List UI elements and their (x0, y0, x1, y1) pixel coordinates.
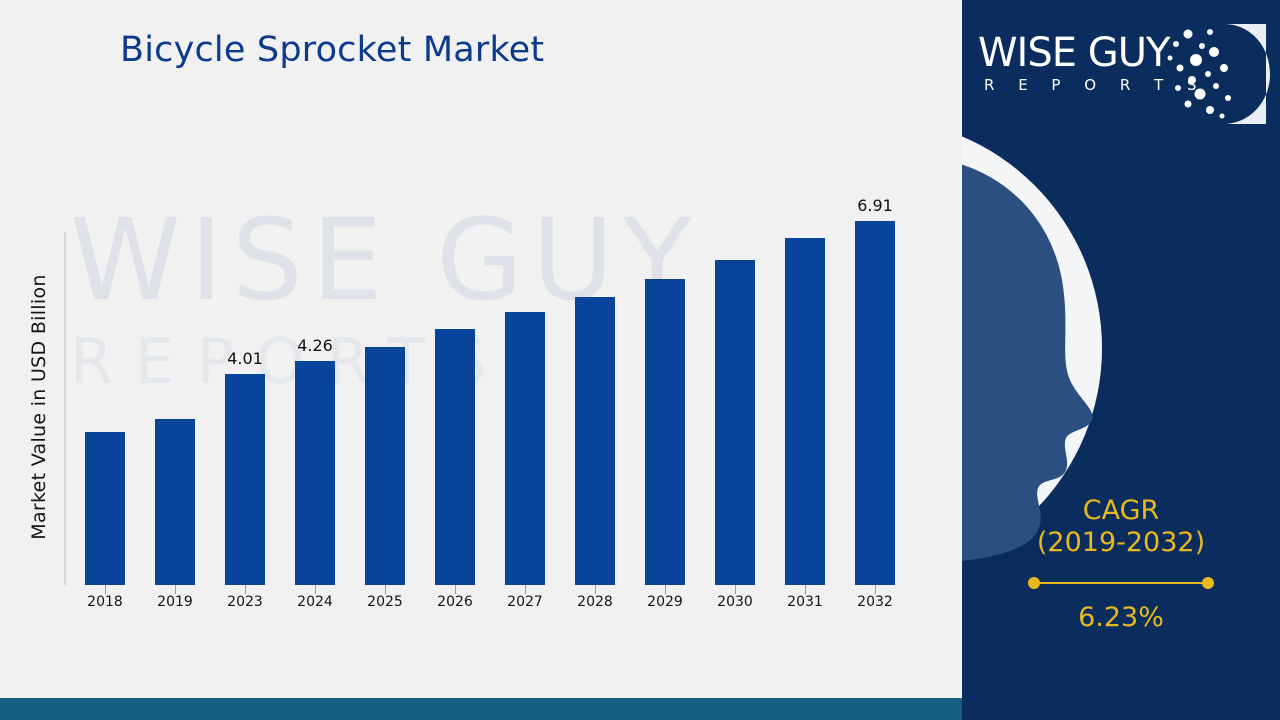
x-axis-tick-label: 2027 (507, 594, 543, 610)
bar-value-label: 4.01 (227, 349, 263, 368)
y-axis-spine (64, 232, 66, 585)
side-panel: WISE GUY R E P O R T S CAGR (962, 0, 1280, 720)
bar-column (645, 185, 685, 585)
x-axis-tick-label: 2018 (87, 594, 123, 610)
cagr-block: CAGR (2019-2032) 6.23% (962, 495, 1280, 633)
bar (575, 297, 615, 585)
bar (85, 432, 125, 585)
logo-subtitle-text: R E P O R T S (984, 76, 1206, 94)
x-axis-tick (435, 585, 475, 597)
bottom-accent-strip (0, 698, 962, 720)
page-title: Bicycle Sprocket Market (120, 30, 545, 70)
bar (785, 238, 825, 585)
bar-column (575, 185, 615, 585)
x-axis-tick-label: 2025 (367, 594, 403, 610)
cagr-divider-dot-right (1202, 576, 1214, 589)
bar-column (365, 185, 405, 585)
x-axis-tick (575, 585, 615, 597)
bar-column (155, 185, 195, 585)
x-axis-tick (785, 585, 825, 597)
bar (505, 312, 545, 585)
brand-logo: WISE GUY R E P O R T S (970, 24, 1270, 124)
x-axis-tick (715, 585, 755, 597)
x-axis-tick-label: 2031 (787, 594, 823, 610)
cagr-divider-line (1034, 581, 1208, 584)
x-axis-tick (645, 585, 685, 597)
x-axis-tick-label: 2019 (157, 594, 193, 610)
x-axis-ticks (85, 585, 895, 597)
bar-value-label: 6.91 (857, 196, 893, 215)
cagr-divider (1028, 576, 1214, 590)
bar-column (785, 185, 825, 585)
x-axis-tick (365, 585, 405, 597)
y-axis-label: Market Value in USD Billion (28, 274, 50, 540)
bar (645, 279, 685, 585)
x-axis-tick-label: 2030 (717, 594, 753, 610)
x-axis-labels: 2018 2019 2023 2024 2025 2026 2027 2028 2029 2030… (85, 594, 895, 610)
bar (715, 260, 755, 585)
plot-region: 4.01 4.26 6.91 (85, 185, 895, 585)
x-axis-tick (855, 585, 895, 597)
bar (855, 221, 895, 585)
bar-column: 4.01 (225, 185, 265, 585)
bar (155, 419, 195, 585)
bar (295, 361, 335, 585)
bar-column (505, 185, 545, 585)
x-axis-tick-label: 2029 (647, 594, 683, 610)
bar (365, 347, 405, 585)
x-axis-tick-label: 2024 (297, 594, 333, 610)
bar (225, 374, 265, 585)
x-axis-tick-label: 2023 (227, 594, 263, 610)
x-axis-tick (505, 585, 545, 597)
bar-column (85, 185, 125, 585)
chart-area: Market Value in USD Billion 4.01 4.26 6.91… (28, 185, 895, 610)
x-axis-tick-label: 2026 (437, 594, 473, 610)
cagr-label: CAGR (1082, 495, 1160, 526)
logo-brand-text: WISE GUY (978, 30, 1170, 76)
cagr-range: (2019-2032) (1036, 526, 1206, 558)
bar-column (715, 185, 755, 585)
x-axis-tick (155, 585, 195, 597)
x-axis-tick (295, 585, 335, 597)
bar-series: 4.01 4.26 6.91 (85, 185, 895, 585)
x-axis-tick-label: 2032 (857, 594, 893, 610)
bar (435, 329, 475, 585)
x-axis-tick (225, 585, 265, 597)
x-axis-tick (85, 585, 125, 597)
cagr-value: 6.23% (1078, 601, 1164, 633)
bar-column: 4.26 (295, 185, 335, 585)
face-profile-silhouette-icon (962, 164, 1093, 561)
bar-column (435, 185, 475, 585)
bar-column: 6.91 (855, 185, 895, 585)
bar-value-label: 4.26 (297, 336, 333, 355)
dotted-head-profile-icon (1167, 24, 1270, 124)
x-axis-tick-label: 2028 (577, 594, 613, 610)
